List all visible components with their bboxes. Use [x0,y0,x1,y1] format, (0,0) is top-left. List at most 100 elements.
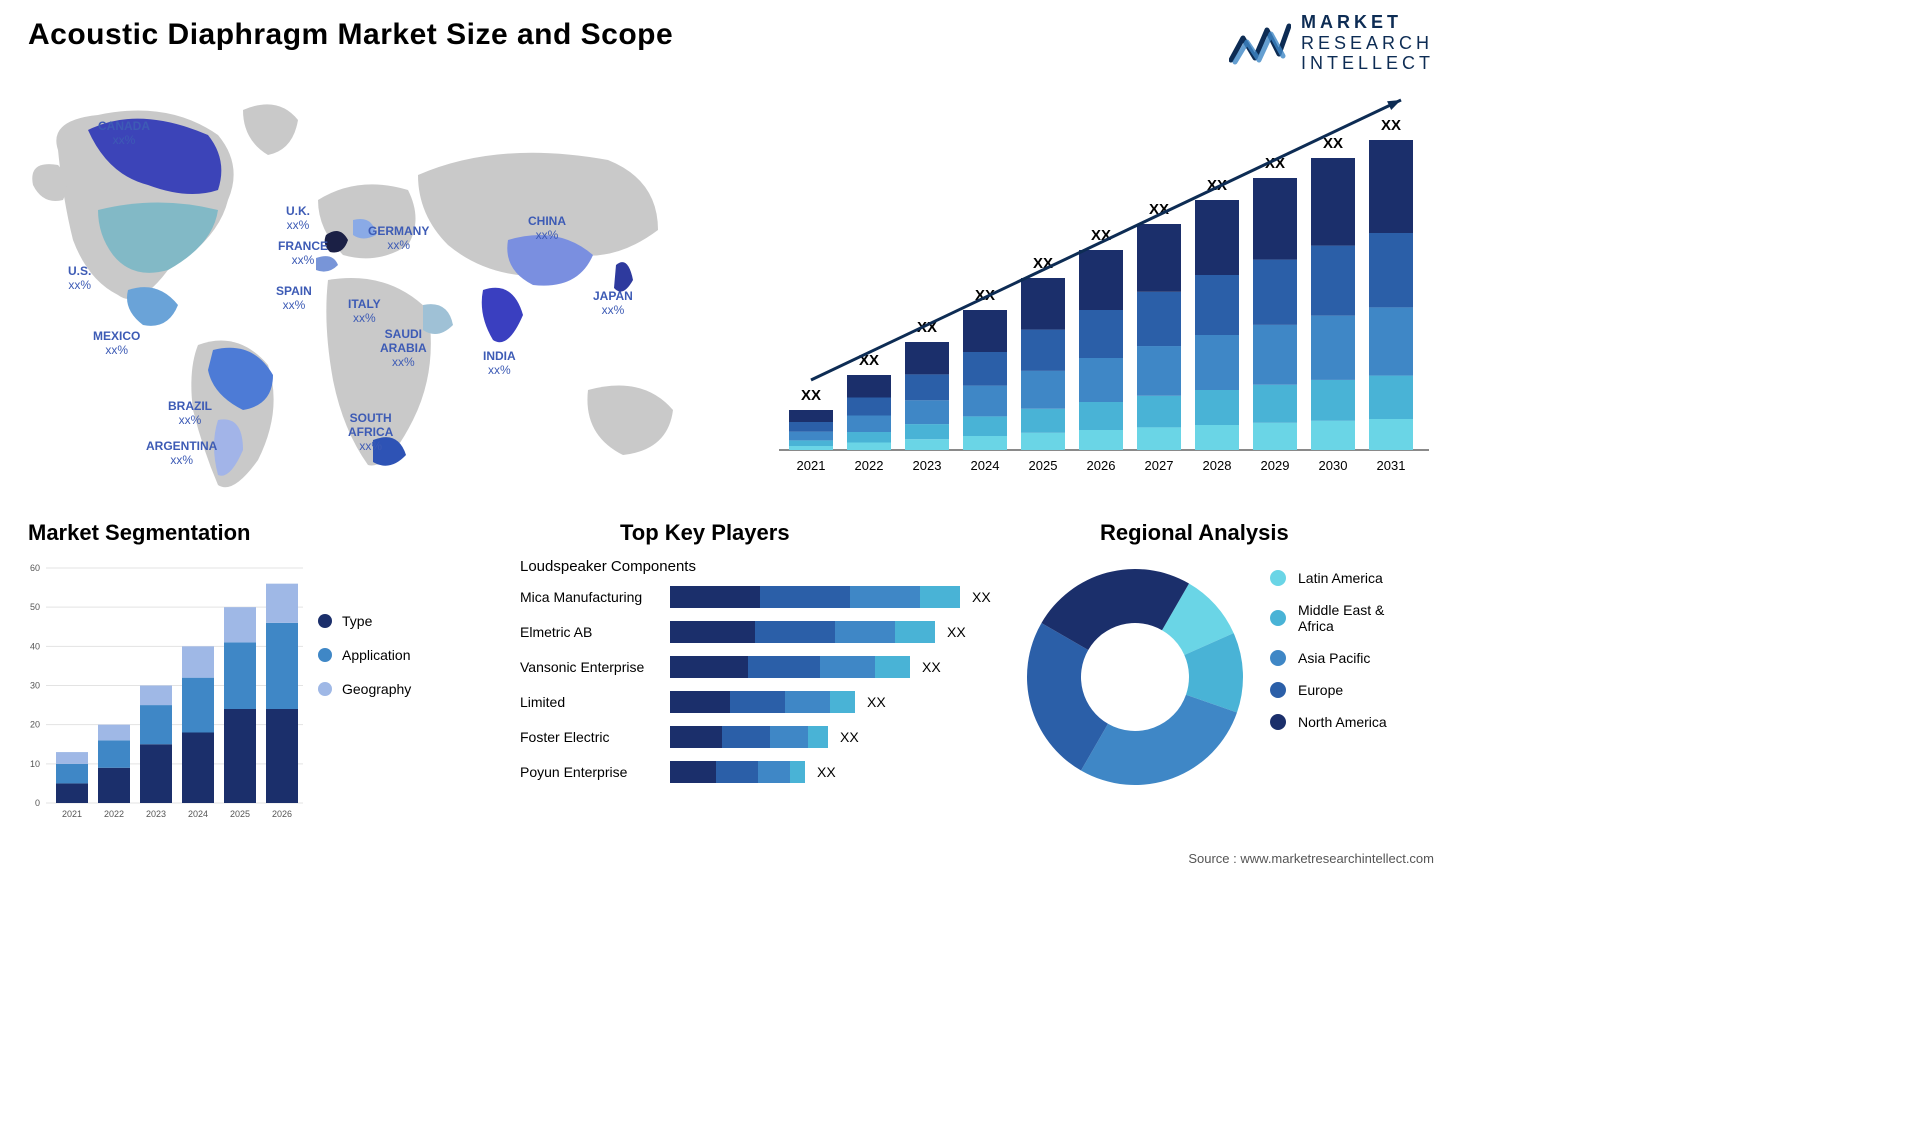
key-player-row: Vansonic Enterprise XX [510,649,1010,684]
key-player-name: Foster Electric [510,729,670,745]
legend-label: Europe [1298,682,1343,698]
legend-label: Geography [342,681,411,697]
legend-swatch [318,682,332,696]
key-player-name: Poyun Enterprise [510,764,670,780]
bar-segment [670,621,755,643]
svg-text:2027: 2027 [1145,458,1174,473]
map-label: MEXICOxx% [93,330,140,358]
svg-text:20: 20 [30,720,40,730]
legend-swatch [318,648,332,662]
svg-text:2026: 2026 [272,809,292,819]
map-label: U.K.xx% [286,205,310,233]
key-player-bar [670,761,805,783]
regional-legend: Latin America Middle East &Africa Asia Pac… [1270,570,1387,746]
legend-row: Latin America [1270,570,1387,586]
bar-segment [670,691,730,713]
svg-text:XX: XX [1381,117,1401,134]
legend-label: North America [1298,714,1387,730]
map-label: CHINAxx% [528,215,566,243]
legend-row: Application [318,647,411,663]
bar-segment [670,656,748,678]
legend-swatch [1270,682,1286,698]
svg-text:2025: 2025 [1029,458,1058,473]
key-players-title: Top Key Players [620,520,790,546]
legend-label: Asia Pacific [1298,650,1370,666]
key-player-value: XX [867,694,886,710]
svg-text:2026: 2026 [1087,458,1116,473]
key-player-bar [670,586,960,608]
legend-label: Type [342,613,372,629]
key-player-row: Limited XX [510,684,1010,719]
bar-segment [758,761,790,783]
legend-row: Middle East &Africa [1270,602,1387,634]
svg-text:2024: 2024 [188,809,208,819]
bar-segment [808,726,828,748]
legend-swatch [1270,570,1286,586]
legend-swatch [1270,714,1286,730]
key-player-row: Foster Electric XX [510,719,1010,754]
svg-text:30: 30 [30,681,40,691]
bar-segment [770,726,808,748]
key-player-name: Vansonic Enterprise [510,659,670,675]
page-title: Acoustic Diaphragm Market Size and Scope [28,18,673,52]
map-label: ARGENTINAxx% [146,440,217,468]
key-player-value: XX [947,624,966,640]
legend-swatch [318,614,332,628]
svg-text:2022: 2022 [104,809,124,819]
key-players-chart: Loudspeaker Components Mica Manufacturin… [510,558,1010,848]
legend-label: Middle East &Africa [1298,602,1384,634]
segmentation-title: Market Segmentation [28,520,251,546]
bar-segment [722,726,770,748]
segmentation-legend: Type Application Geography [318,613,411,715]
segmentation-chart: 0102030405060202120222023202420252026 Ty… [18,558,478,838]
svg-text:50: 50 [30,602,40,612]
bar-segment [820,656,875,678]
bar-segment [670,586,760,608]
key-player-name: Mica Manufacturing [510,589,670,605]
map-label: SAUDIARABIAxx% [380,328,427,369]
key-player-value: XX [840,729,859,745]
bar-segment [895,621,935,643]
key-player-value: XX [922,659,941,675]
bar-segment [670,761,716,783]
legend-swatch [1270,650,1286,666]
key-player-row: Poyun Enterprise XX [510,754,1010,789]
world-map: CANADAxx%U.S.xx%MEXICOxx%BRAZILxx%ARGENT… [18,80,718,500]
bar-segment [716,761,758,783]
logo-text: MARKET RESEARCH INTELLECT [1301,12,1434,74]
map-label: BRAZILxx% [168,400,212,428]
key-player-name: Limited [510,694,670,710]
key-player-bar [670,656,910,678]
growth-bar-chart: XX2021XX2022XX2023XX2024XX2025XX2026XX20… [774,90,1434,490]
legend-swatch [1270,610,1286,626]
svg-text:2021: 2021 [62,809,82,819]
key-player-bar [670,621,935,643]
svg-text:2024: 2024 [971,458,1000,473]
key-player-name: Elmetric AB [510,624,670,640]
source-text: Source : www.marketresearchintellect.com [1188,851,1434,866]
map-label: U.S.xx% [68,265,91,293]
bar-segment [835,621,895,643]
legend-row: Geography [318,681,411,697]
legend-label: Application [342,647,411,663]
bar-segment [790,761,805,783]
svg-text:2023: 2023 [146,809,166,819]
svg-text:2030: 2030 [1319,458,1348,473]
svg-text:2023: 2023 [913,458,942,473]
svg-text:0: 0 [35,798,40,808]
svg-text:XX: XX [801,387,821,404]
svg-text:2029: 2029 [1261,458,1290,473]
svg-text:XX: XX [1323,135,1343,152]
bar-segment [830,691,855,713]
key-player-bar [670,726,828,748]
legend-label: Latin America [1298,570,1383,586]
bar-segment [785,691,830,713]
bar-segment [850,586,920,608]
bar-segment [730,691,785,713]
map-label: JAPANxx% [593,290,633,318]
key-player-bar [670,691,855,713]
bar-segment [755,621,835,643]
svg-text:2022: 2022 [855,458,884,473]
key-player-value: XX [817,764,836,780]
svg-text:10: 10 [30,759,40,769]
